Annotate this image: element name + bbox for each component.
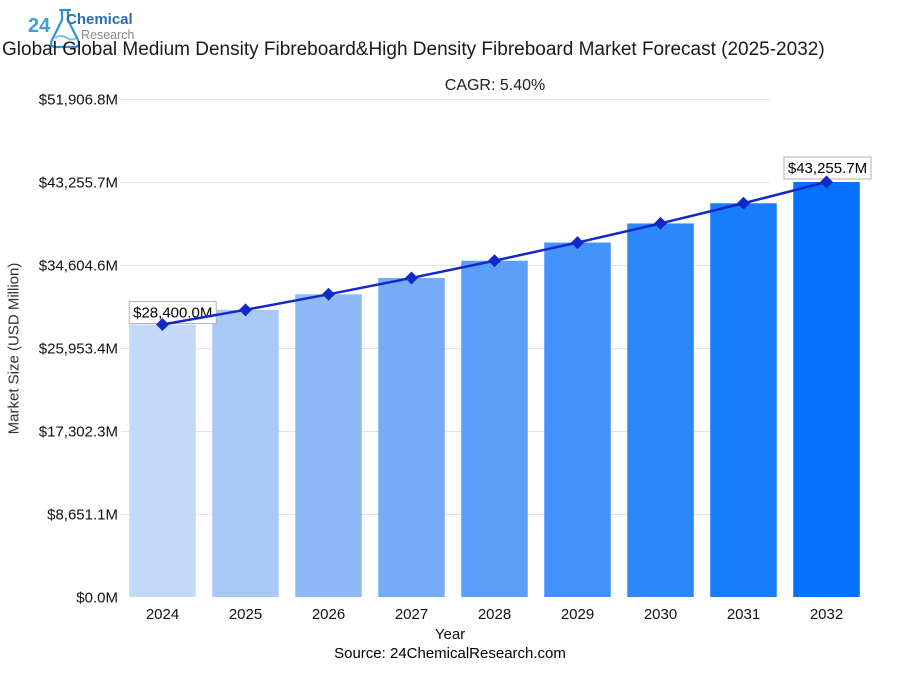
x-axis-title: Year [434,626,466,643]
diamond-marker-2028 [488,254,501,268]
x-tick-label: 2029 [561,606,594,623]
x-tick-label: 2025 [229,606,262,623]
value-label: $28,400.0M [133,305,212,322]
diamond-marker-2027 [405,271,418,285]
diamond-marker-2029 [571,236,584,250]
bar-2025 [212,309,279,597]
logo-number: 24 [28,15,51,37]
bar-2031 [710,203,777,598]
logo-word-chemical: Chemical [66,11,133,28]
y-tick-label: $0.0M [76,590,118,607]
x-tick-label: 2026 [312,606,345,623]
bar-2029 [544,242,611,597]
x-tick-label: 2027 [395,606,428,623]
y-tick-label: $17,302.3M [39,424,118,441]
diamond-marker-2030 [654,216,667,230]
bar-2032 [793,181,860,597]
source-line: Source: 24ChemicalResearch.com [334,645,566,662]
diamond-marker-2032 [820,175,833,189]
bar-2026 [295,294,362,597]
x-tick-label: 2024 [146,606,179,623]
diamond-marker-2026 [322,287,335,301]
brand-logo: 24 Chemical Research [28,6,143,52]
diamond-marker-2025 [239,303,252,317]
value-label: $43,255.7M [788,160,867,177]
logo-word-research: Research [81,28,135,42]
bar-2024 [129,324,196,597]
y-tick-label: $51,906.8M [39,92,118,109]
x-tick-label: 2028 [478,606,511,623]
y-tick-label: $43,255.7M [39,175,118,192]
y-tick-label: $34,604.6M [39,258,118,275]
x-tick-label: 2031 [727,606,760,623]
y-tick-label: $8,651.1M [47,507,118,524]
diamond-marker-2031 [737,196,750,210]
chart-subtitle: CAGR: 5.40% [444,77,546,94]
flask-icon [47,7,83,56]
bar-2028 [461,260,528,597]
y-tick-label: $25,953.4M [39,341,118,358]
chart-title: Global Global Medium Density Fibreboard&… [2,39,825,60]
x-tick-label: 2030 [644,606,677,623]
x-tick-label: 2032 [810,606,843,623]
diamond-marker-2024 [156,318,169,332]
bar-2030 [627,223,694,597]
bar-2027 [378,277,445,597]
